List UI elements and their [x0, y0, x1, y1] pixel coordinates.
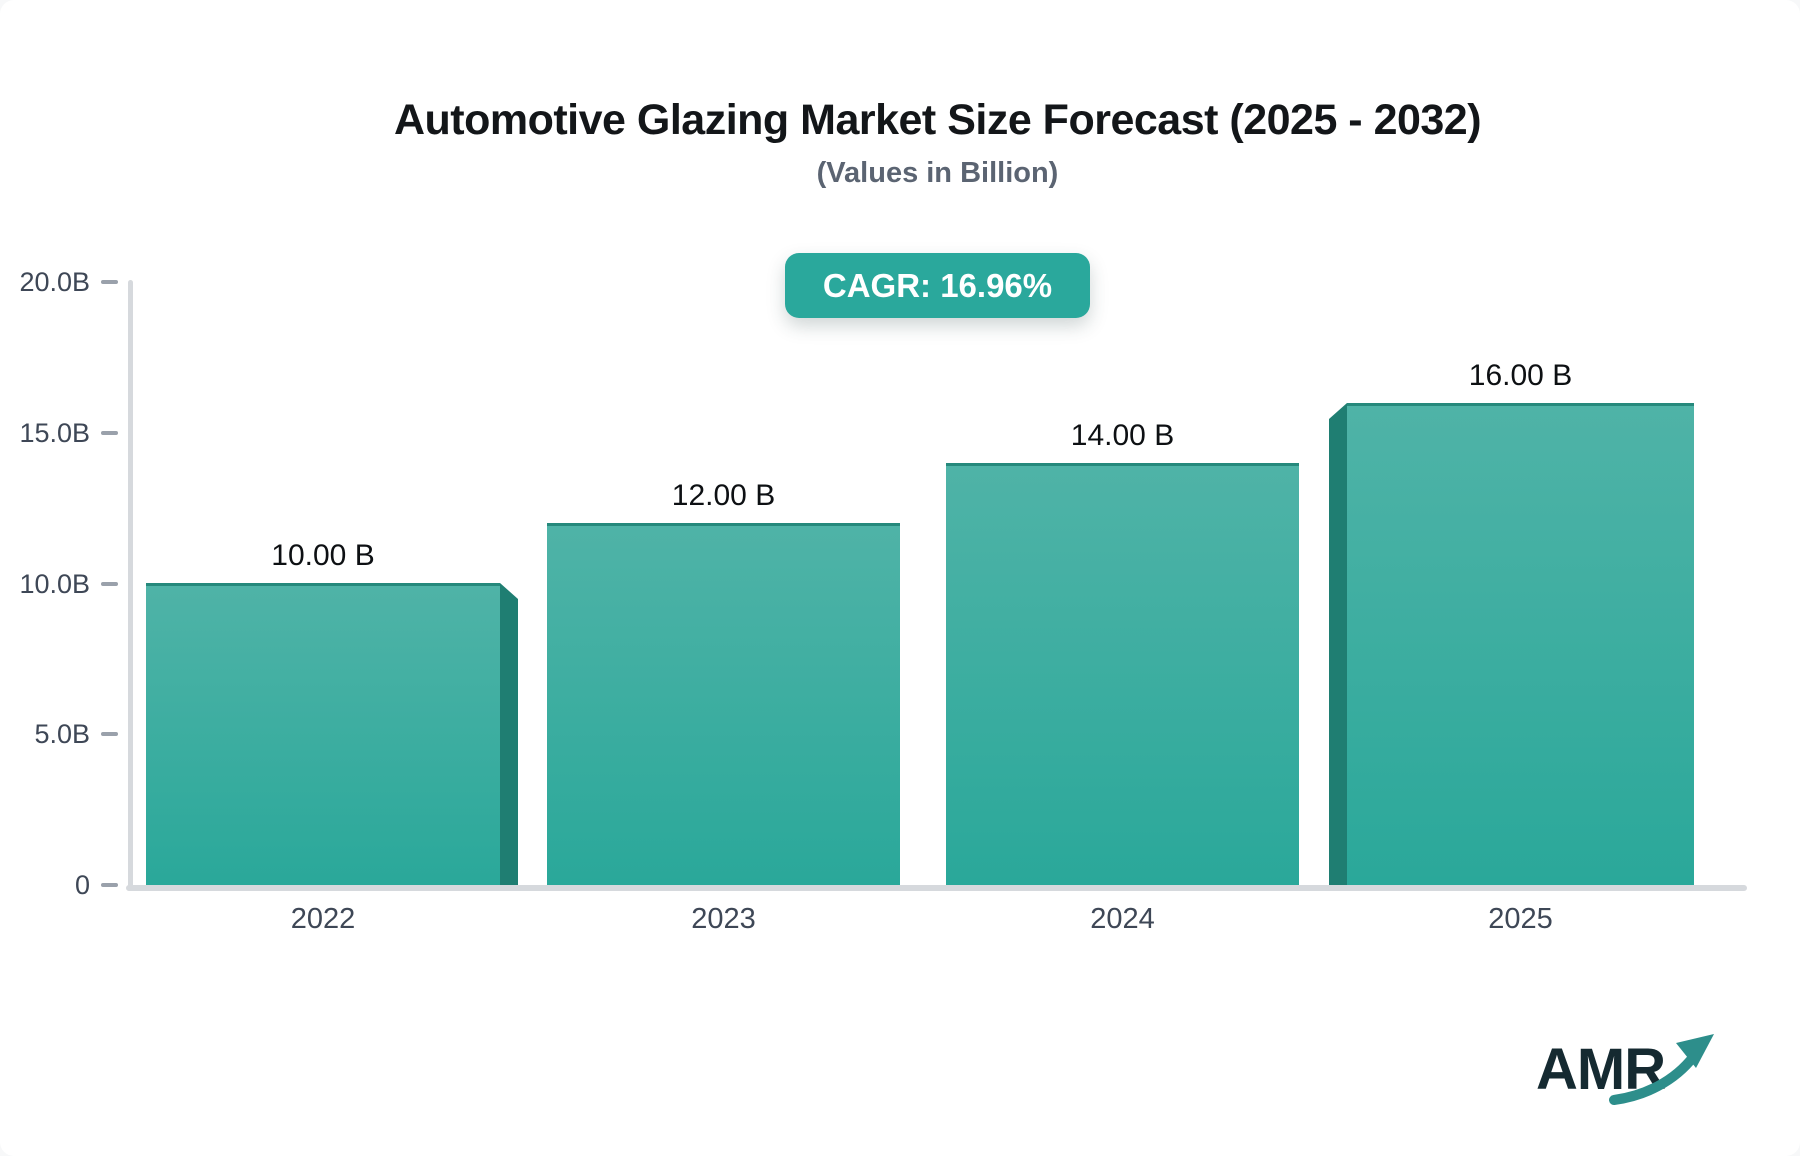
bar-value-label: 16.00 B: [1468, 359, 1573, 392]
y-axis-line: [128, 280, 133, 889]
y-tick: [101, 883, 118, 887]
y-tick-label: 5.0B: [34, 719, 90, 750]
y-tick-label: 20.0B: [19, 267, 90, 297]
y-tick: [101, 280, 118, 284]
x-axis-label-2024: 2024: [1090, 903, 1155, 935]
x-axis-label-2025: 2025: [1488, 903, 1553, 935]
bar-side-3d: [1329, 403, 1347, 885]
x-axis-label-2023: 2023: [691, 903, 756, 935]
bar-value-label: 10.00 B: [271, 539, 375, 572]
y-tick-label: 0: [74, 870, 90, 900]
y-tick: [101, 430, 118, 435]
bar-side-3d: [500, 583, 518, 885]
amr-logo: AMR: [1536, 1030, 1721, 1120]
bar-value-label: 12.00 B: [671, 479, 776, 512]
x-axis-label-2022: 2022: [290, 903, 356, 935]
cagr-badge: CAGR: 16.96%: [784, 253, 1091, 318]
bar-2023: [547, 523, 900, 885]
bar-2025: [1347, 403, 1694, 885]
chart-subtitle: (Values in Billion): [816, 157, 1059, 189]
y-tick-label: 10.0B: [19, 568, 90, 599]
bar-2022: [146, 583, 500, 885]
x-axis-line: [126, 885, 1747, 891]
y-tick: [101, 581, 118, 586]
trend-up-arrow-icon: [1609, 1034, 1714, 1105]
chart-header: Automotive Glazing Market Size Forecast …: [130, 94, 1745, 318]
chart-title: Automotive Glazing Market Size Forecast …: [393, 96, 1482, 144]
y-tick-label: 15.0B: [19, 417, 90, 448]
y-tick: [101, 732, 118, 737]
bar-2024: [946, 463, 1299, 885]
bar-value-label: 14.00 B: [1070, 419, 1175, 452]
